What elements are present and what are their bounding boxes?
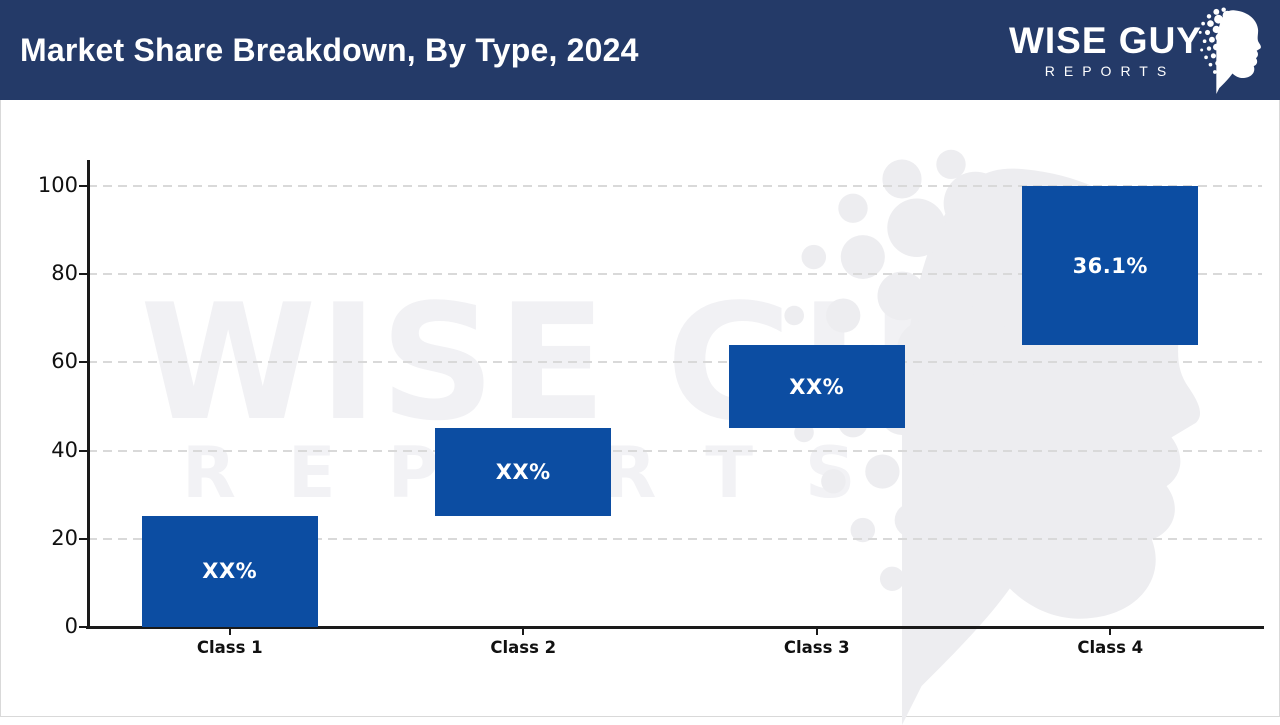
brand-subtitle: REPORTS bbox=[1044, 63, 1176, 79]
y-gridline-20 bbox=[88, 537, 1262, 540]
bar-class-4: 36.1% bbox=[1022, 186, 1199, 346]
y-axis-tick-label-0: 0 bbox=[64, 614, 78, 638]
y-axis-tick-label-100: 100 bbox=[37, 173, 78, 197]
x-axis-category-label: Class 2 bbox=[490, 638, 557, 657]
x-axis-line bbox=[86, 626, 1264, 629]
x-axis-category-label: Class 4 bbox=[1077, 638, 1144, 657]
y-axis-tick-label-60: 60 bbox=[51, 349, 78, 374]
y-axis-tick-60 bbox=[79, 361, 88, 364]
x-axis-category-label: Class 1 bbox=[196, 638, 263, 657]
bar-class-1: XX% bbox=[141, 515, 318, 627]
bar-value-label: XX% bbox=[202, 559, 258, 584]
bar-value-label: XX% bbox=[789, 374, 845, 399]
bar-class-3: XX% bbox=[728, 345, 905, 429]
y-axis-tick-label-80: 80 bbox=[51, 261, 78, 286]
y-gridline-80 bbox=[88, 273, 1262, 276]
y-gridline-40 bbox=[88, 449, 1262, 452]
x-axis-tick-3 bbox=[815, 628, 818, 635]
y-gridline-60 bbox=[88, 361, 1262, 364]
x-axis-tick-4 bbox=[1109, 628, 1112, 635]
y-axis-tick-0 bbox=[79, 626, 88, 628]
y-axis-tick-100 bbox=[79, 185, 88, 187]
y-axis-tick-label-20: 20 bbox=[51, 525, 78, 550]
y-axis-tick-20 bbox=[79, 537, 88, 540]
bar-class-2: XX% bbox=[435, 428, 612, 516]
x-axis-tick-1 bbox=[228, 628, 231, 635]
brand-name: WISE GUY bbox=[1008, 20, 1202, 61]
page-title: Market Share Breakdown, By Type, 2024 bbox=[20, 31, 639, 68]
bar-value-label: 36.1% bbox=[1072, 253, 1148, 278]
x-axis-tick-2 bbox=[522, 628, 525, 635]
header-bar: Market Share Breakdown, By Type, 2024 WI… bbox=[0, 0, 1280, 100]
x-axis-category-label: Class 3 bbox=[783, 638, 850, 657]
brand-logo: WISE GUY REPORTS bbox=[1009, 6, 1280, 94]
brand-wordmark: WISE GUY REPORTS bbox=[1009, 22, 1202, 78]
y-gridline-100 bbox=[88, 185, 1262, 187]
y-axis-tick-label-40: 40 bbox=[51, 437, 78, 462]
y-axis-tick-80 bbox=[79, 273, 88, 276]
y-axis-line bbox=[87, 160, 90, 629]
y-axis-tick-40 bbox=[79, 449, 88, 452]
bar-value-label: XX% bbox=[495, 459, 551, 484]
